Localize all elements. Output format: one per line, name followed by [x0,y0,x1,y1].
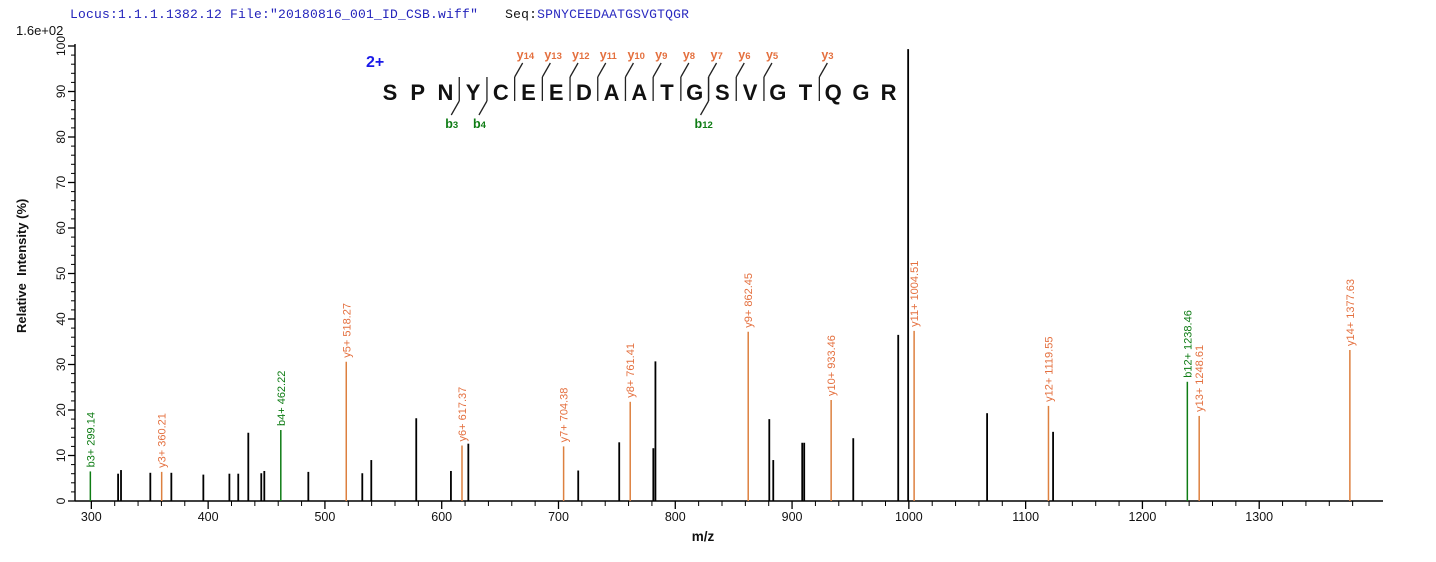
y-tick-label: 60 [54,221,68,235]
sequence-letter: S [383,80,398,105]
peak-label: y14+ 1377.63 [1345,279,1357,346]
peak-label: y8+ 761.41 [625,343,637,398]
y-ion-label: y9 [655,48,667,62]
sequence-letter: E [549,80,564,105]
y-ion-label: y10 [627,48,645,62]
peak-label: b4+ 462.22 [276,371,288,426]
x-tick-label: 900 [782,510,803,524]
y-tick-label: 10 [54,449,68,463]
x-tick-label: 1200 [1129,510,1157,524]
b-ion-label: b3 [445,117,458,131]
peak-label: y12+ 1119.55 [1043,337,1055,402]
y-ion-label: y3 [821,48,833,62]
y-ion-label: y5 [766,48,779,62]
fragment-marker-b3: b3 [445,77,460,131]
header-bar: Locus:1.1.1.1382.12 File:"20180816_001_I… [70,7,689,37]
peak-label: y13+ 1248.61 [1194,345,1206,412]
sequence-letter: E [521,80,536,105]
sequence-letter: S [715,80,730,105]
fragment-marker-b12: b12 [695,77,713,131]
x-tick-label: 1300 [1245,510,1273,524]
sequence-letter: T [660,80,674,105]
y-ion-label: y13 [544,48,562,62]
y-tick-label: 30 [54,358,68,372]
fragment-marker-y8: y8 [680,48,695,101]
sequence-letter: A [631,80,647,105]
sequence-letter: C [493,80,509,105]
sequence-letter: G [769,80,786,105]
seq-label: Seq: [505,7,538,22]
sequence-letter: V [743,80,758,105]
sequence-letter: G [852,80,869,105]
seq-value: SPNYCEEDAATGSVGTQGR [537,7,690,22]
peak-label: b3+ 299.14 [85,412,97,467]
y-ion-label: y11 [600,48,618,62]
x-tick-label: 300 [81,510,102,524]
sequence-letter: T [799,80,813,105]
y-tick-label: 90 [54,85,68,99]
sequence-letter: N [437,80,453,105]
y-tick-label: 40 [54,312,68,326]
precursor-charge-label: 2+ [366,54,385,71]
fragment-marker-y12: y12 [569,48,590,101]
fragment-marker-y6: y6 [735,48,751,101]
x-axis-title: m/z [691,529,715,544]
peaks-b-ions: b3+ 299.14 b4+ 462.22 b12+ 1238.46 [85,310,1194,501]
locus-file-label: Locus:1.1.1.1382.12 File:"20180816_001_I… [70,7,479,22]
peak-label: y10+ 933.46 [826,335,838,396]
peak-label: y9+ 862.45 [743,273,755,328]
x-tick-label: 500 [314,510,335,524]
y-tick-label: 20 [54,403,68,417]
x-tick-label: 700 [548,510,569,524]
fragment-marker-y10: y10 [624,48,645,101]
x-tick-label: 400 [198,510,219,524]
peak-label: y11+ 1004.51 [909,261,921,327]
sequence-letter: Q [825,80,842,105]
peaks-unassigned [117,49,1054,501]
sequence-letter: R [881,80,897,105]
fragment-marker-b4: b4 [473,77,488,131]
y-tick-label: 80 [54,130,68,144]
y-ion-label: y14 [517,48,535,62]
sequence-letter: Y [466,80,481,105]
y-ion-label: y8 [683,48,695,62]
y-tick-label: 70 [54,176,68,190]
intensity-scale-note: 1.6e+02 [16,23,64,38]
y-tick-label: 0 [54,497,68,504]
peak-label: b12+ 1238.46 [1182,310,1194,378]
sequence-letter: G [686,80,703,105]
fragment-marker-y3: y3 [818,48,834,101]
peak-label: y3+ 360.21 [157,413,169,468]
fragment-marker-y5: y5 [763,48,779,101]
peak-label: y6+ 617.37 [457,387,469,442]
fragment-marker-y14: y14 [514,48,535,101]
x-tick-label: 600 [431,510,452,524]
fragment-marker-y11: y11 [597,48,618,101]
peaks-y-ions: y3+ 360.21 y5+ 518.27 y6+ 617.37 y7+ 704.38… [157,261,1357,501]
peak-label: y5+ 518.27 [341,303,353,358]
fragment-marker-y13: y13 [541,48,562,101]
sequence-letter: D [576,80,592,105]
y-ion-label: y7 [711,48,723,62]
sequence-letter: P [410,80,425,105]
y-ion-label: y6 [738,48,750,62]
b-ion-label: b12 [695,117,713,131]
peak-label: y7+ 704.38 [559,388,571,443]
x-tick-label: 800 [665,510,686,524]
y-tick-label: 50 [54,267,68,281]
sequence-letter: A [604,80,620,105]
y-tick-label: 100 [54,36,68,56]
x-tick-label: 1000 [895,510,923,524]
fragment-marker-y9: y9 [652,48,667,101]
y-ion-label: y12 [572,48,590,62]
axes: 300 400 500 600 700 800 900 1000 1100 1200 1300 0 10… [54,36,1383,524]
x-tick-label: 1100 [1012,510,1039,524]
b-ion-label: b4 [473,117,487,131]
